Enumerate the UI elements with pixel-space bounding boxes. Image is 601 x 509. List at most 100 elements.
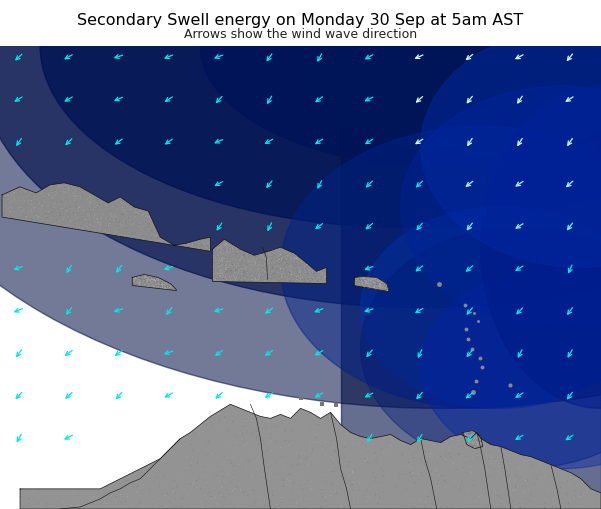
Point: [366, 283, 376, 291]
Point: [293, 432, 302, 440]
Point: [462, 433, 472, 441]
Point: [294, 267, 304, 275]
Point: [374, 283, 383, 291]
Point: [129, 229, 138, 237]
Point: [213, 452, 223, 460]
Point: [365, 274, 374, 282]
Point: [360, 503, 370, 509]
Point: [466, 440, 476, 448]
Point: [364, 274, 373, 282]
Point: [462, 439, 472, 447]
Point: [464, 440, 474, 448]
Point: [356, 276, 366, 285]
Point: [318, 443, 328, 451]
Point: [16, 193, 25, 201]
Point: [370, 277, 380, 285]
Point: [362, 486, 371, 494]
Point: [153, 274, 163, 282]
Point: [129, 275, 139, 284]
Point: [112, 197, 121, 205]
Point: [383, 472, 393, 480]
Point: [367, 283, 377, 291]
Point: [418, 443, 428, 451]
Point: [304, 265, 313, 273]
Point: [470, 430, 480, 438]
Point: [306, 455, 316, 463]
Point: [269, 250, 278, 259]
Point: [243, 260, 252, 268]
Point: [524, 497, 534, 505]
Point: [463, 429, 472, 437]
Point: [135, 272, 145, 280]
Point: [243, 275, 252, 284]
Point: [464, 433, 474, 441]
Point: [471, 440, 481, 448]
Point: [237, 256, 246, 264]
Point: [462, 438, 472, 446]
Point: [400, 457, 410, 465]
Point: [127, 277, 137, 285]
Point: [464, 438, 474, 446]
Point: [105, 215, 114, 223]
Point: [226, 245, 236, 253]
Point: [270, 471, 279, 479]
Point: [374, 283, 384, 291]
Point: [139, 276, 148, 285]
Point: [499, 466, 508, 474]
Point: [469, 431, 479, 439]
Point: [228, 243, 237, 251]
Point: [134, 273, 144, 281]
Point: [475, 438, 484, 446]
Point: [284, 276, 293, 285]
Point: [300, 266, 310, 274]
Point: [466, 432, 476, 440]
Point: [294, 488, 304, 496]
Point: [76, 219, 85, 227]
Point: [355, 276, 364, 284]
Point: [353, 281, 363, 289]
Point: [111, 216, 121, 224]
Point: [476, 435, 486, 443]
Point: [375, 283, 385, 291]
Point: [357, 281, 367, 289]
Point: [233, 248, 242, 257]
Point: [201, 237, 211, 245]
Point: [162, 285, 172, 293]
Point: [254, 252, 264, 261]
Point: [267, 263, 276, 271]
Point: [465, 435, 475, 443]
Point: [381, 281, 391, 290]
Point: [127, 219, 137, 227]
Point: [151, 282, 160, 291]
Point: [267, 447, 276, 455]
Point: [164, 282, 174, 291]
Point: [186, 431, 195, 439]
Point: [383, 285, 392, 293]
Point: [192, 460, 202, 468]
Point: [168, 284, 177, 292]
Point: [356, 275, 365, 283]
Point: [469, 428, 478, 436]
Point: [0, 212, 7, 220]
Point: [367, 275, 377, 283]
Point: [461, 428, 471, 436]
Point: [130, 281, 139, 289]
Point: [154, 278, 163, 287]
Point: [508, 497, 517, 505]
Point: [472, 435, 481, 443]
Point: [221, 274, 230, 282]
Point: [148, 281, 157, 289]
Point: [296, 264, 306, 272]
Point: [260, 249, 269, 257]
Point: [295, 255, 305, 263]
Point: [288, 427, 298, 435]
Point: [465, 434, 474, 442]
Point: [471, 443, 481, 451]
Point: [473, 443, 483, 451]
Point: [464, 429, 474, 437]
Point: [97, 214, 106, 222]
Point: [215, 268, 224, 276]
Point: [7, 193, 17, 201]
Point: [535, 477, 545, 486]
Point: [469, 432, 479, 440]
